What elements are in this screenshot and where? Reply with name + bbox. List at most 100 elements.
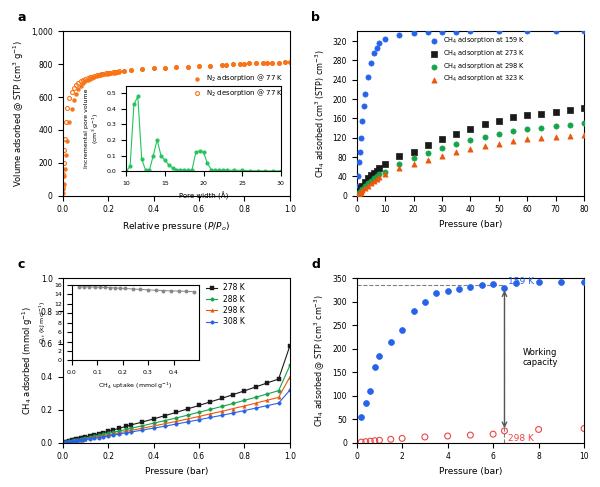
308 K xyxy=(68,438,75,444)
278 K xyxy=(95,431,103,437)
CH$_{4}$ adsorption at 298 K xyxy=(480,133,490,141)
298 K xyxy=(100,433,107,439)
CH$_{4}$ adsorption at 323 K xyxy=(409,160,418,168)
Y-axis label: CH$_{4}$ adsorbed (cm$^{3}$ (STP) cm$^{-3}$): CH$_{4}$ adsorbed (cm$^{3}$ (STP) cm$^{-… xyxy=(313,49,327,178)
278 K xyxy=(252,384,259,390)
298 K xyxy=(116,430,123,436)
Point xyxy=(386,435,395,443)
278 K xyxy=(116,425,123,431)
Point xyxy=(466,431,475,439)
CH$_{4}$ adsorption at 273 K xyxy=(480,120,490,128)
288 K xyxy=(173,415,180,421)
308 K xyxy=(61,440,68,446)
288 K xyxy=(70,437,77,443)
Point xyxy=(579,425,589,432)
CH$_{4}$ adsorption at 323 K xyxy=(353,191,362,199)
Point xyxy=(365,437,375,445)
298 K xyxy=(64,439,71,445)
CH$_{4}$ adsorption at 298 K xyxy=(466,136,475,144)
CH$_{4}$ adsorption at 323 K xyxy=(579,131,589,139)
278 K xyxy=(82,434,89,440)
CH$_{4}$ adsorption at 273 K xyxy=(361,178,370,186)
CH$_{4}$ adsorption at 159 K xyxy=(451,28,461,36)
278 K xyxy=(75,436,82,442)
298 K xyxy=(229,406,236,412)
CH$_{4}$ adsorption at 323 K xyxy=(565,132,575,140)
Text: b: b xyxy=(311,12,320,24)
288 K xyxy=(109,430,116,435)
Point xyxy=(477,281,487,289)
278 K xyxy=(100,430,107,435)
Point xyxy=(500,427,509,435)
278 K xyxy=(263,380,271,386)
CH$_{4}$ adsorption at 159 K xyxy=(366,59,376,67)
CH$_{4}$ adsorption at 323 K xyxy=(363,182,373,189)
CH$_{4}$ adsorption at 323 K xyxy=(480,142,490,150)
298 K xyxy=(73,438,80,444)
CH$_{4}$ adsorption at 323 K xyxy=(395,164,404,172)
CH$_{4}$ adsorption at 298 K xyxy=(354,189,364,197)
CH$_{4}$ adsorption at 273 K xyxy=(353,190,363,198)
278 K xyxy=(241,388,248,394)
278 K xyxy=(173,410,180,415)
288 K xyxy=(75,437,82,443)
Point xyxy=(431,289,441,297)
CH$_{4}$ adsorption at 159 K xyxy=(352,189,362,197)
CH$_{4}$ adsorption at 159 K xyxy=(374,39,384,47)
Point xyxy=(454,285,464,293)
CH$_{4}$ adsorption at 298 K xyxy=(353,190,363,198)
Line: N$_{2}$ desorption @ 77 K: N$_{2}$ desorption @ 77 K xyxy=(61,60,292,188)
288 K xyxy=(82,435,89,441)
298 K xyxy=(86,435,94,441)
Text: c: c xyxy=(17,259,25,271)
CH$_{4}$ adsorption at 159 K xyxy=(353,182,362,190)
308 K xyxy=(122,430,130,436)
Text: a: a xyxy=(17,12,26,24)
CH$_{4}$ adsorption at 298 K xyxy=(374,170,384,178)
CH$_{4}$ adsorption at 273 K xyxy=(409,149,418,156)
308 K xyxy=(66,439,73,445)
278 K xyxy=(127,422,134,428)
308 K xyxy=(263,403,271,409)
Point xyxy=(356,413,366,421)
N$_{2}$ desorption @ 77 K xyxy=(91,73,98,79)
288 K xyxy=(122,427,130,432)
298 K xyxy=(75,437,82,443)
N$_{2}$ desorption @ 77 K xyxy=(61,136,68,142)
CH$_{4}$ adsorption at 159 K xyxy=(361,90,370,98)
Text: d: d xyxy=(311,259,320,271)
298 K xyxy=(95,433,103,439)
Point xyxy=(534,426,544,433)
Line: 278 K: 278 K xyxy=(63,344,292,444)
298 K xyxy=(150,423,157,429)
288 K xyxy=(100,431,107,437)
CH$_{4}$ adsorption at 159 K xyxy=(423,28,433,36)
CH$_{4}$ adsorption at 273 K xyxy=(523,111,532,119)
298 K xyxy=(184,416,191,422)
N$_{2}$ adsorption @ 77 K xyxy=(150,65,157,71)
308 K xyxy=(207,414,214,420)
CH$_{4}$ adsorption at 159 K xyxy=(551,27,560,35)
298 K xyxy=(161,421,169,427)
298 K xyxy=(104,432,112,438)
CH$_{4}$ adsorption at 298 K xyxy=(355,188,364,196)
CH$_{4}$ adsorption at 159 K xyxy=(353,172,363,180)
CH$_{4}$ adsorption at 159 K xyxy=(466,27,475,35)
298 K xyxy=(196,413,203,419)
N$_{2}$ adsorption @ 77 K xyxy=(286,59,293,65)
278 K xyxy=(122,423,130,429)
CH$_{4}$ adsorption at 273 K xyxy=(395,152,404,160)
278 K xyxy=(139,419,146,425)
Text: Working
capacity: Working capacity xyxy=(523,348,558,367)
Point xyxy=(443,287,452,295)
CH$_{4}$ adsorption at 159 K xyxy=(380,35,390,42)
CH$_{4}$ adsorption at 323 K xyxy=(380,170,390,178)
X-axis label: Pressure (bar): Pressure (bar) xyxy=(439,220,502,229)
CH$_{4}$ adsorption at 159 K xyxy=(355,149,364,156)
308 K xyxy=(116,431,123,437)
CH$_{4}$ adsorption at 273 K xyxy=(451,130,461,138)
288 K xyxy=(86,434,94,440)
N$_{2}$ adsorption @ 77 K xyxy=(61,167,68,172)
278 K xyxy=(79,435,86,441)
Point xyxy=(511,279,521,287)
